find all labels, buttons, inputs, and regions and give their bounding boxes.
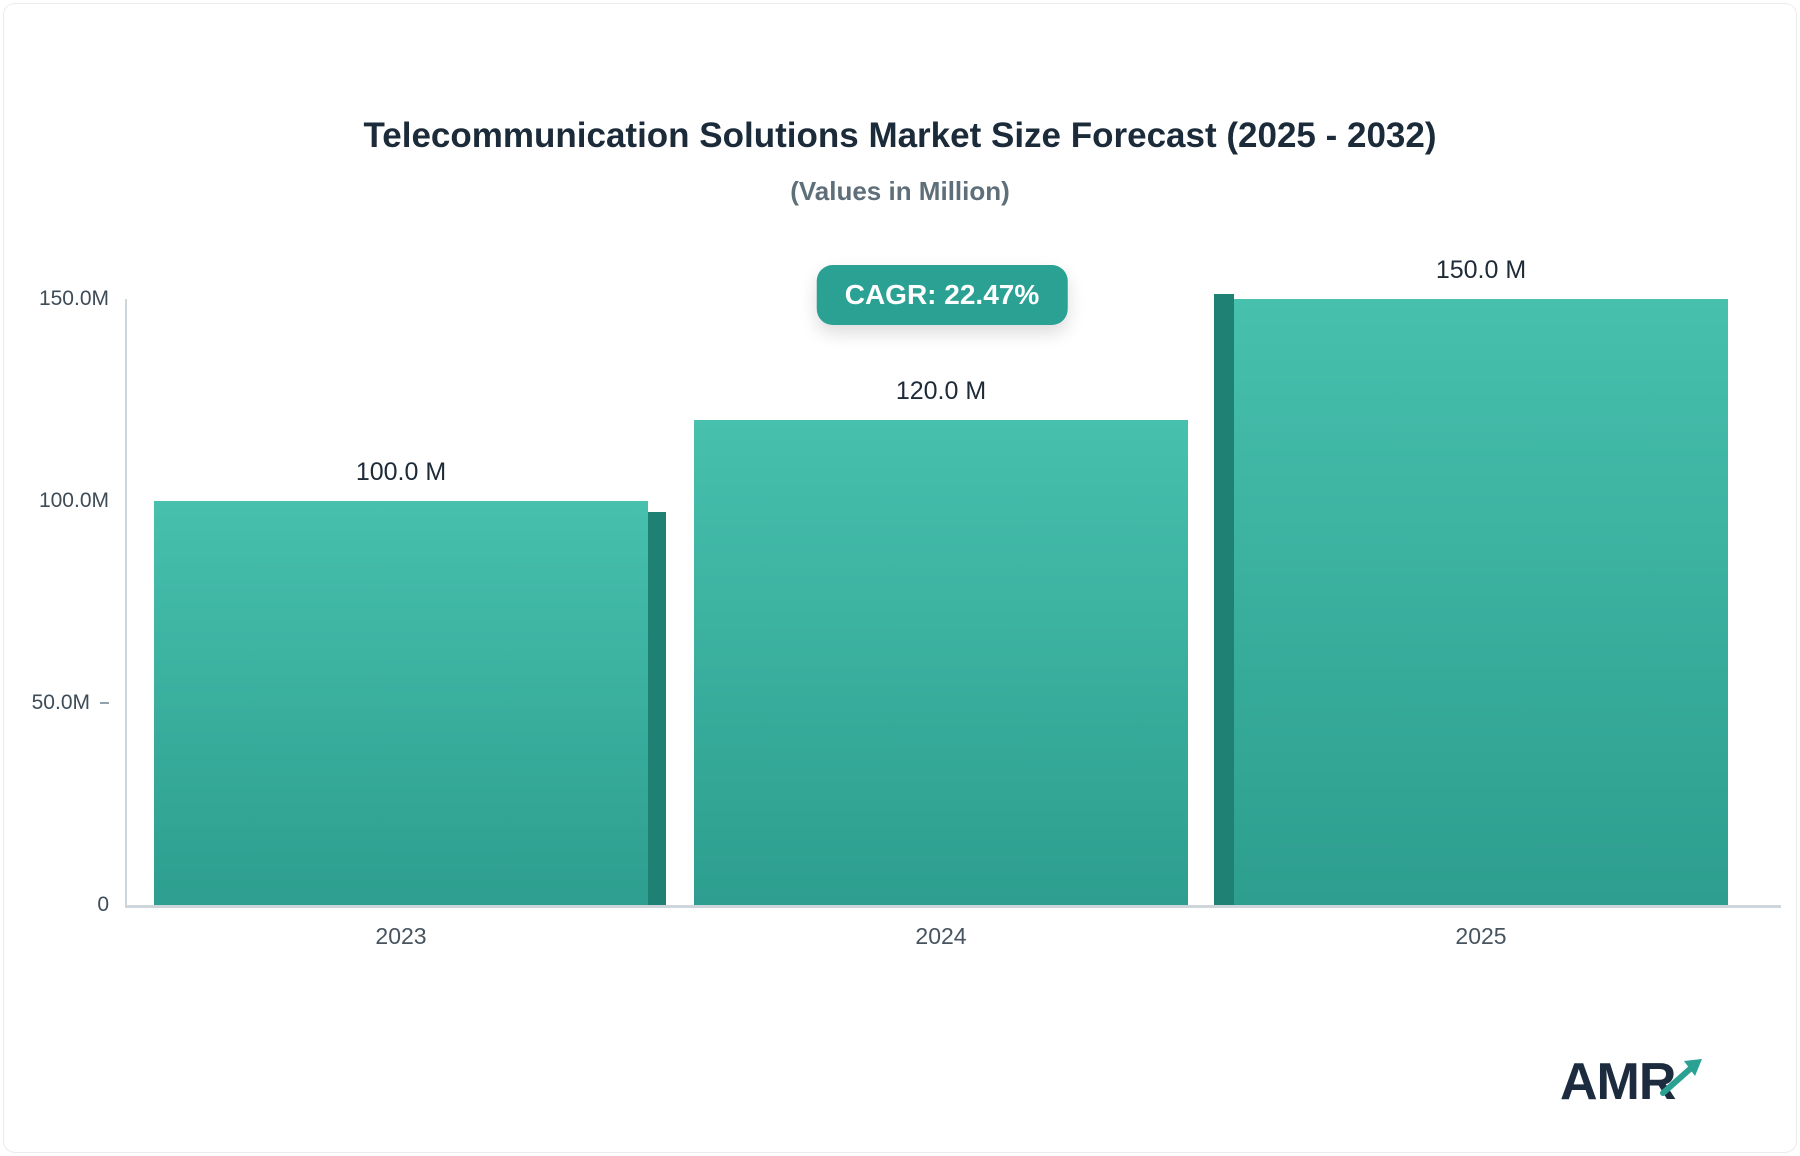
x-axis-label: 2025 — [1455, 923, 1507, 949]
bar-value-label: 120.0 M — [895, 377, 987, 406]
bar-side-face — [648, 512, 666, 905]
x-axis-line — [125, 905, 1781, 908]
y-tick-label: 100.0M — [38, 489, 109, 512]
growth-arrow-icon — [1659, 1053, 1707, 1106]
amr-logo-text: AMR — [1560, 1053, 1676, 1111]
chart-card: Telecommunication Solutions Market Size … — [3, 3, 1797, 1153]
amr-logo: AMR — [1560, 1052, 1707, 1112]
bar — [1234, 299, 1728, 905]
y-tick-mark — [100, 702, 109, 704]
bar-group-2025: 150.0 M 2025 — [1214, 256, 1728, 949]
x-axis-label: 2024 — [915, 923, 967, 949]
bar — [154, 501, 648, 905]
y-tick-label: 150.0M — [38, 287, 109, 310]
bars-container: 100.0 M 2023 120.0 M 2024 150.0 M 2025 — [127, 256, 1781, 949]
y-tick-label: 50.0M — [32, 691, 109, 715]
chart-subtitle: (Values in Million) — [790, 176, 1010, 206]
x-axis-label: 2023 — [375, 923, 427, 949]
bar — [694, 420, 1188, 905]
bar-value-label: 100.0 M — [355, 458, 447, 486]
bar-group-2023: 100.0 M 2023 — [154, 299, 666, 949]
bar-value-label: 150.0 M — [1435, 256, 1527, 284]
bar-side-face — [1214, 294, 1234, 905]
y-tick-label: 0 — [97, 893, 109, 916]
plot-area: 100.0 M 2023 120.0 M 2024 150.0 M 2025 150.0M… — [32, 256, 1781, 949]
chart-title: Telecommunication Solutions Market Size … — [363, 116, 1437, 155]
cagr-badge: CAGR: 22.47% — [816, 265, 1068, 325]
y-axis-line — [125, 299, 127, 905]
bar-group-2024: 120.0 M 2024 — [694, 299, 1188, 949]
